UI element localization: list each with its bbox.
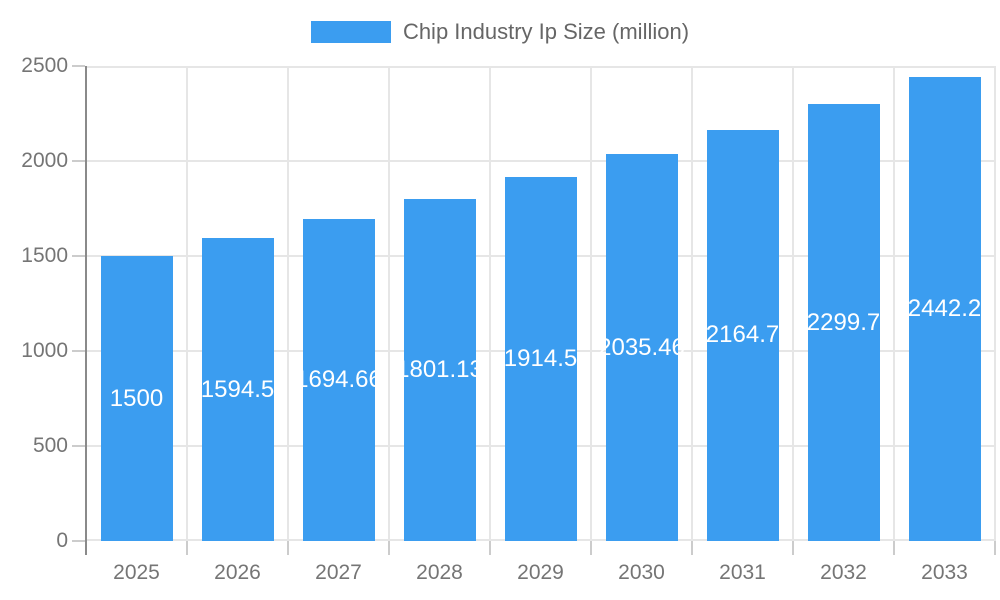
y-tick-label: 2500 [21,54,68,77]
bar-value-label: 1694.66 [295,366,382,393]
v-gridline [489,66,491,541]
v-gridline [590,66,592,541]
bar-value-label: 1594.5 [200,375,275,403]
x-tick-mark [388,541,390,555]
v-gridline [186,66,188,541]
v-gridline [287,66,289,541]
y-tick-label: 0 [56,529,68,552]
v-gridline [691,66,693,541]
legend-item[interactable]: Chip Industry Ip Size (million) [310,18,690,46]
h-gridline [86,66,995,68]
bar[interactable] [302,219,375,541]
v-gridline [994,66,996,541]
x-tick-label: 2025 [113,561,160,584]
y-axis-line [85,66,87,555]
x-tick-mark [489,541,491,555]
bar[interactable] [100,256,173,541]
v-gridline [388,66,390,541]
plot-area: 1500 1594.5 1694.66 1801.13 1914.5 2035.46 216… [86,66,996,541]
y-tick-label: 500 [32,434,68,457]
y-tick-mark [72,160,85,162]
bar-value-label: 1801.13 [396,355,483,383]
x-tick-mark [590,541,592,555]
x-tick-mark [287,541,289,555]
bar-value-label: 2299.7 [806,308,881,336]
bar[interactable] [605,154,678,541]
y-tick-mark [72,350,85,352]
y-tick-mark [72,65,85,67]
x-tick-label: 2031 [719,561,766,584]
x-tick-mark [893,541,895,555]
x-tick-label: 2033 [921,561,968,584]
bar[interactable] [807,104,880,541]
y-tick-label: 1000 [21,339,68,362]
x-tick-mark [186,541,188,555]
x-tick-mark [792,541,794,555]
bar[interactable] [908,76,981,541]
y-tick-label: 1500 [21,244,68,267]
chart-legend: Chip Industry Ip Size (million) [0,18,1000,46]
h-gridline [86,160,995,162]
bar-value-label: 1914.5 [503,345,578,373]
y-tick-mark [72,445,85,447]
x-tick-label: 2028 [416,561,463,584]
x-tick-mark [994,541,996,555]
v-gridline [893,66,895,541]
bar[interactable] [504,177,577,541]
x-tick-label: 2027 [315,561,362,584]
bar-value-label: 2164.7 [705,321,780,349]
bar[interactable] [706,129,779,541]
legend-label: Chip Industry Ip Size (million) [402,19,690,44]
bar[interactable] [201,238,274,541]
x-tick-label: 2032 [820,561,867,584]
x-tick-label: 2030 [618,561,665,584]
x-tick-mark [691,541,693,555]
bar-value-label: 2035.46 [598,333,685,361]
x-tick-label: 2029 [517,561,564,584]
bar-value-label: 1500 [109,384,164,412]
bar-value-label: 2442.2 [907,294,982,322]
y-tick-mark [72,540,85,542]
x-tick-label: 2026 [214,561,261,584]
y-tick-label: 2000 [21,149,68,172]
v-gridline [792,66,794,541]
bar[interactable] [403,198,476,541]
y-tick-mark [72,255,85,257]
legend-color-swatch-icon [310,21,391,43]
